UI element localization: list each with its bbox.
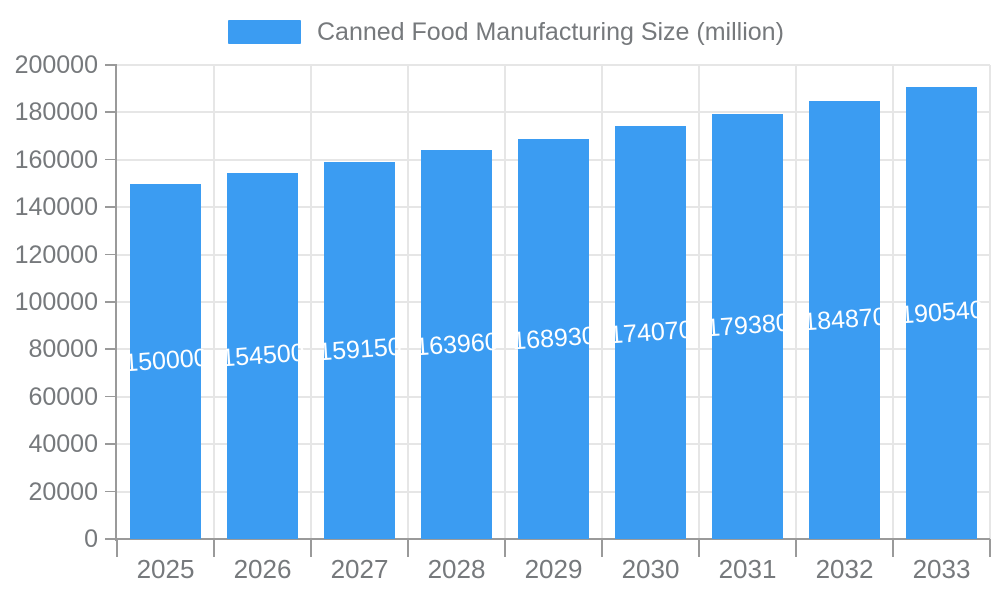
x-axis-label: 2033 xyxy=(912,554,971,584)
x-axis-label: 2032 xyxy=(815,554,874,584)
y-axis-label: 40000 xyxy=(28,430,98,459)
x-axis-tick xyxy=(407,539,409,557)
x-gridline xyxy=(213,65,215,539)
x-gridline xyxy=(504,65,506,539)
bar-value-label: 190540 xyxy=(898,295,985,330)
x-axis-label: 2028 xyxy=(427,554,486,584)
x-gridline xyxy=(795,65,797,539)
bar-value-label: 154500 xyxy=(219,338,306,373)
x-gridline xyxy=(698,65,700,539)
bar-2028[interactable] xyxy=(420,150,493,539)
y-gridline xyxy=(117,111,990,114)
y-axis-tick xyxy=(105,443,117,445)
x-axis-tick xyxy=(989,539,991,557)
y-axis-tick xyxy=(105,111,117,113)
legend-item[interactable]: Canned Food Manufacturing Size (million) xyxy=(228,18,784,46)
y-axis-tick xyxy=(105,158,117,161)
legend-swatch-icon xyxy=(228,20,301,44)
x-axis-tick xyxy=(116,539,118,557)
bar-value-label: 163960 xyxy=(413,327,500,362)
bar-2029[interactable] xyxy=(517,138,590,539)
bar-2032[interactable] xyxy=(808,100,881,539)
y-axis-tick xyxy=(105,348,117,350)
y-axis-tick xyxy=(105,538,117,540)
x-axis-label: 2030 xyxy=(621,554,680,584)
y-axis-label: 0 xyxy=(84,525,98,553)
x-gridline xyxy=(601,65,603,539)
y-axis-label: 20000 xyxy=(28,477,98,506)
x-axis-label: 2031 xyxy=(718,554,777,584)
y-axis-label: 180000 xyxy=(14,98,98,127)
x-gridline xyxy=(310,65,312,539)
y-axis-label: 60000 xyxy=(28,382,98,411)
y-axis-label: 80000 xyxy=(28,335,98,364)
bar-2031[interactable] xyxy=(711,113,784,539)
y-axis-tick xyxy=(105,301,117,303)
x-gridline xyxy=(892,65,894,539)
y-axis-tick xyxy=(105,490,117,493)
x-axis-tick xyxy=(892,539,894,557)
x-axis-label: 2025 xyxy=(136,554,195,584)
x-gridline xyxy=(989,65,991,539)
x-axis-tick xyxy=(795,539,797,557)
bar-value-label: 184870 xyxy=(801,302,888,337)
x-axis-tick xyxy=(213,539,215,557)
x-axis-label: 2029 xyxy=(524,554,583,584)
x-axis-line xyxy=(115,538,990,540)
x-axis-tick xyxy=(601,539,603,557)
y-axis-tick xyxy=(105,64,117,66)
x-axis-tick xyxy=(504,539,506,557)
y-axis-tick xyxy=(105,253,117,256)
bar-2030[interactable] xyxy=(614,126,687,539)
bar-2026[interactable] xyxy=(226,172,299,539)
x-gridline xyxy=(407,65,409,539)
x-axis-tick xyxy=(310,539,312,557)
y-axis-label: 120000 xyxy=(14,240,98,269)
bar-value-label: 168930 xyxy=(510,321,597,356)
bar-value-label: 150000 xyxy=(122,343,209,378)
y-axis-tick xyxy=(105,206,117,208)
x-axis-label: 2027 xyxy=(330,554,389,584)
y-axis-line xyxy=(115,65,117,541)
bar-2027[interactable] xyxy=(323,161,396,539)
y-axis-label: 140000 xyxy=(14,193,98,222)
y-axis-label: 200000 xyxy=(14,51,98,79)
y-axis-tick xyxy=(105,395,117,398)
bar-2025[interactable] xyxy=(129,183,202,539)
y-gridline xyxy=(117,64,990,66)
y-axis-label: 100000 xyxy=(14,288,98,316)
bar-2033[interactable] xyxy=(905,87,978,539)
legend-label: Canned Food Manufacturing Size (million) xyxy=(317,18,784,46)
bar-value-label: 174070 xyxy=(607,315,694,350)
y-axis-label: 160000 xyxy=(14,145,98,174)
x-axis-label: 2026 xyxy=(233,554,292,584)
x-axis-tick xyxy=(698,539,700,557)
